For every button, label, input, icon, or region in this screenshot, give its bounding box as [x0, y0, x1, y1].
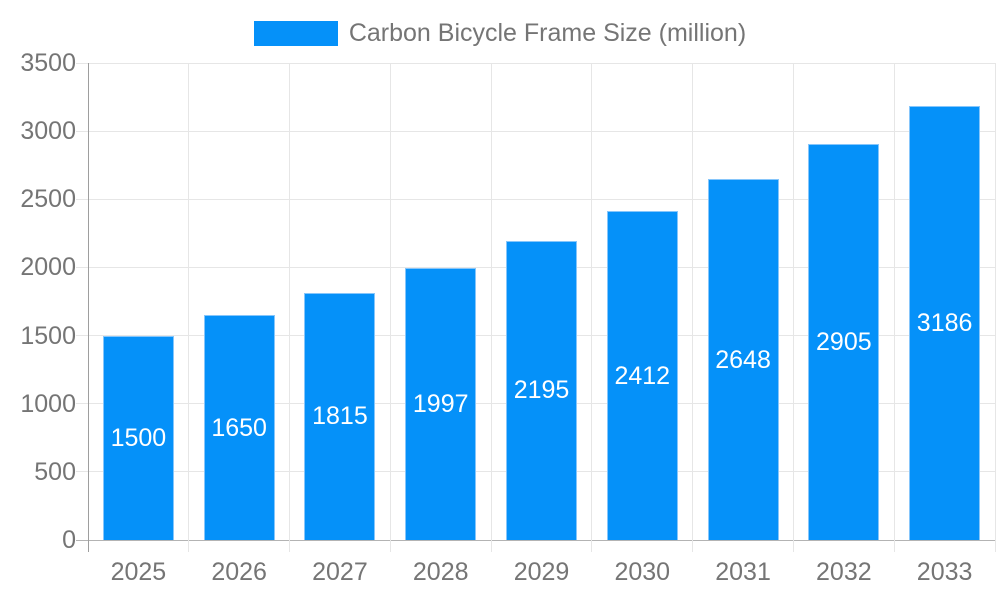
x-axis-tick-label: 2033 [916, 558, 973, 586]
bar-value-label: 2195 [513, 376, 570, 405]
bar-value-label: 3186 [916, 308, 973, 337]
gridline-v [591, 63, 593, 552]
legend-swatch-icon [253, 20, 338, 46]
gridline-v [389, 63, 391, 552]
x-axis-tick-label: 2028 [412, 558, 469, 586]
gridline-v [490, 63, 492, 552]
bar[interactable]: 2905 [808, 144, 880, 540]
x-axis-tick-label: 2026 [211, 558, 267, 586]
bar-value-label: 2412 [614, 361, 671, 390]
y-axis-tick-label: 3500 [20, 49, 76, 77]
legend-item[interactable]: Carbon Bicycle Frame Size (million) [0, 14, 1000, 52]
bar-value-label: 1650 [211, 413, 267, 442]
bar[interactable]: 2195 [506, 240, 577, 540]
y-axis-tick-label: 500 [34, 457, 76, 486]
x-axis-tick-label: 2030 [614, 558, 671, 586]
bar-value-label: 1500 [110, 423, 167, 452]
gridline-h [76, 198, 995, 200]
gridline-v [188, 63, 190, 552]
bar[interactable]: 1997 [405, 267, 477, 540]
y-axis-tick-label: 2000 [20, 253, 76, 282]
bar[interactable]: 1815 [304, 292, 376, 540]
bar[interactable]: 3186 [909, 105, 981, 540]
gridline-v [994, 63, 996, 552]
x-axis-tick-label: 2029 [513, 558, 570, 586]
bar-value-label: 2648 [715, 345, 771, 374]
y-axis-line [87, 63, 89, 552]
y-axis-tick-label: 1000 [20, 389, 76, 418]
gridline-h [76, 62, 995, 64]
gridline-v [289, 63, 291, 552]
bar[interactable]: 1650 [203, 315, 275, 540]
bar-value-label: 2905 [816, 328, 872, 357]
gridline-v [893, 63, 895, 552]
y-axis-tick-label: 2500 [20, 185, 76, 214]
bar-value-label: 1997 [412, 389, 469, 418]
x-axis-tick-label: 2025 [110, 558, 167, 586]
x-axis-tick-label: 2032 [816, 558, 872, 586]
plot-area: 0 500 1000 1500 2000 2500 3000 3500 1500 2025 1650… [20, 49, 996, 586]
bar[interactable]: 2412 [606, 211, 678, 540]
legend-label: Carbon Bicycle Frame Size (million) [348, 18, 747, 47]
bar[interactable]: 2648 [707, 179, 779, 540]
gridline-v [792, 63, 794, 552]
bar-value-label: 1815 [312, 402, 368, 431]
y-axis-tick-label: 3000 [20, 117, 76, 146]
x-axis-tick-label: 2027 [312, 558, 368, 586]
y-axis-tick-label: 1500 [20, 321, 76, 350]
y-axis-tick-label: 0 [62, 526, 76, 554]
gridline-v [692, 63, 694, 552]
gridline-h [76, 130, 995, 132]
x-axis-baseline [76, 539, 995, 541]
x-axis-tick-label: 2031 [715, 558, 771, 586]
bar[interactable]: 1500 [102, 335, 174, 540]
